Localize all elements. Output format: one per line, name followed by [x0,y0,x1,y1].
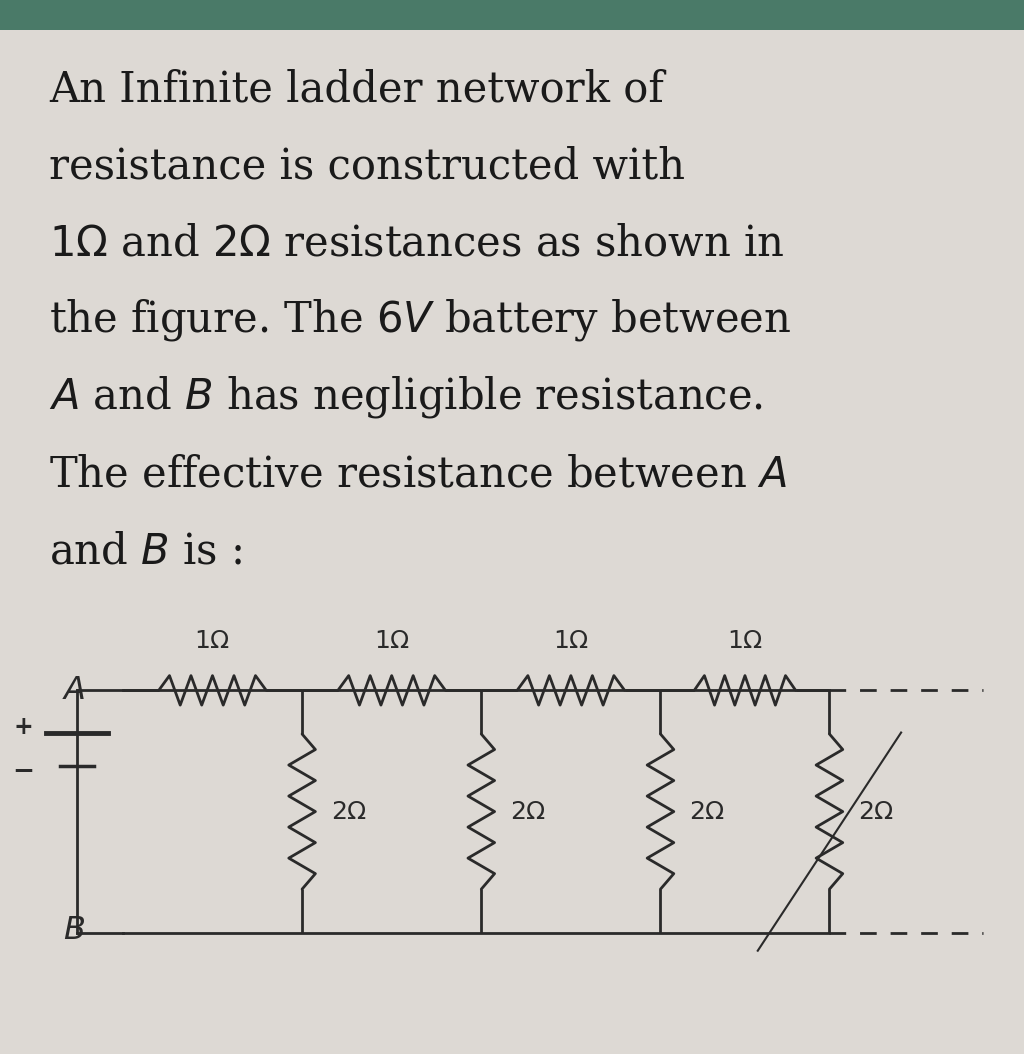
Text: $1\Omega$: $1\Omega$ [195,629,230,653]
Text: the figure. The $6V$ battery between: the figure. The $6V$ battery between [49,297,792,344]
Text: $1\Omega$: $1\Omega$ [727,629,763,653]
Text: $2\Omega$: $2\Omega$ [689,800,725,823]
Text: $1\Omega$: $1\Omega$ [553,629,589,653]
Text: $1\Omega$: $1\Omega$ [374,629,410,653]
Text: The effective resistance between $A$: The effective resistance between $A$ [49,453,787,495]
Text: $A$ and $B$ has negligible resistance.: $A$ and $B$ has negligible resistance. [49,374,763,421]
Text: $2\Omega$: $2\Omega$ [331,800,367,823]
Text: and $B$ is :: and $B$ is : [49,530,242,572]
Text: $1\Omega$ and $2\Omega$ resistances as shown in: $1\Omega$ and $2\Omega$ resistances as s… [49,222,784,265]
FancyBboxPatch shape [0,0,1024,30]
Text: $B$: $B$ [62,915,85,946]
Text: An Infinite ladder network of: An Infinite ladder network of [49,69,664,111]
Text: resistance is constructed with: resistance is constructed with [49,145,685,188]
Text: +: + [13,716,34,739]
Text: $A$: $A$ [62,675,85,706]
Text: $2\Omega$: $2\Omega$ [858,800,894,823]
Text: −: − [12,759,35,784]
Text: $2\Omega$: $2\Omega$ [510,800,546,823]
